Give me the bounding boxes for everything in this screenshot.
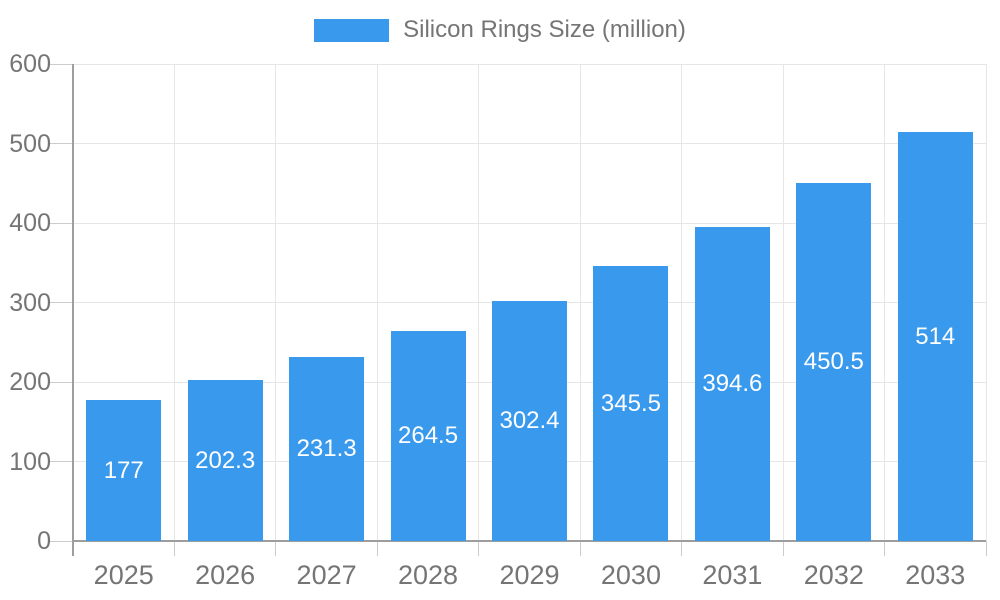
x-axis-label: 2026 bbox=[195, 560, 256, 590]
x-axis-label: 2032 bbox=[803, 560, 864, 590]
legend-swatch bbox=[314, 18, 390, 42]
bar-value-label: 345.5 bbox=[600, 389, 661, 417]
x-axis-tick bbox=[275, 541, 277, 556]
gridline-vertical bbox=[478, 64, 480, 541]
y-axis-label: 300 bbox=[9, 288, 51, 317]
x-axis-label: 2028 bbox=[398, 560, 459, 590]
bar-value-label: 177 bbox=[103, 456, 144, 484]
bar: 345.5 bbox=[593, 266, 669, 541]
bar-value-label: 302.4 bbox=[499, 406, 560, 434]
y-axis-tick bbox=[48, 222, 73, 224]
y-axis-label: 600 bbox=[9, 50, 51, 78]
gridline-vertical bbox=[884, 64, 886, 541]
gridline-horizontal bbox=[73, 222, 986, 224]
bar: 302.4 bbox=[492, 300, 567, 541]
y-axis-tick bbox=[48, 143, 73, 144]
x-axis-label: 2027 bbox=[296, 560, 357, 590]
bar: 177 bbox=[86, 400, 162, 541]
x-axis-tick bbox=[173, 541, 175, 556]
gridline-vertical bbox=[173, 64, 175, 541]
bar: 394.6 bbox=[694, 227, 770, 541]
bar-value-label: 264.5 bbox=[398, 421, 459, 449]
bar: 202.3 bbox=[187, 380, 263, 541]
x-axis-line bbox=[73, 540, 986, 542]
x-axis-tick bbox=[376, 541, 378, 556]
x-axis-tick bbox=[478, 541, 480, 556]
bar: 514 bbox=[897, 132, 973, 541]
y-axis-label: 500 bbox=[9, 129, 51, 158]
y-axis-tick bbox=[48, 302, 73, 303]
y-axis-label: 400 bbox=[9, 209, 51, 237]
bar-value-label: 450.5 bbox=[803, 347, 864, 375]
x-axis-tick bbox=[782, 541, 784, 556]
legend-item[interactable]: Silicon Rings Size (million) bbox=[0, 16, 1000, 44]
gridline-horizontal bbox=[73, 143, 986, 144]
gridline-vertical bbox=[681, 64, 683, 541]
bar: 450.5 bbox=[796, 182, 872, 541]
x-axis-label: 2025 bbox=[93, 560, 154, 590]
y-axis-tick bbox=[48, 461, 73, 462]
gridline-vertical bbox=[782, 64, 784, 541]
x-axis-tick bbox=[985, 541, 987, 556]
y-axis-tick bbox=[48, 381, 73, 383]
bar-value-label: 202.3 bbox=[195, 446, 256, 474]
gridline-vertical bbox=[985, 64, 987, 541]
gridline-horizontal bbox=[73, 63, 986, 65]
y-axis-tick bbox=[48, 540, 73, 542]
bar: 264.5 bbox=[390, 330, 466, 541]
bar-value-label: 394.6 bbox=[702, 370, 763, 398]
bar-value-label: 514 bbox=[915, 322, 956, 350]
gridline-vertical bbox=[275, 64, 277, 541]
gridline-vertical bbox=[579, 64, 581, 541]
y-axis-label: 0 bbox=[37, 527, 51, 555]
y-axis-tick bbox=[48, 63, 73, 65]
y-axis-line bbox=[72, 64, 74, 556]
y-axis-label: 200 bbox=[9, 368, 51, 396]
legend-label: Silicon Rings Size (million) bbox=[403, 16, 686, 43]
x-axis-tick bbox=[884, 541, 886, 556]
gridline-vertical bbox=[376, 64, 378, 541]
x-axis-label: 2030 bbox=[600, 560, 661, 590]
bar-value-label: 231.3 bbox=[296, 435, 357, 463]
y-axis-label: 100 bbox=[9, 447, 51, 476]
x-axis-tick bbox=[579, 541, 581, 556]
x-axis-label: 2033 bbox=[905, 560, 966, 590]
x-axis-label: 2029 bbox=[499, 560, 560, 590]
x-axis-label: 2031 bbox=[702, 560, 763, 590]
x-axis-tick bbox=[681, 541, 683, 556]
bar: 231.3 bbox=[289, 357, 365, 541]
